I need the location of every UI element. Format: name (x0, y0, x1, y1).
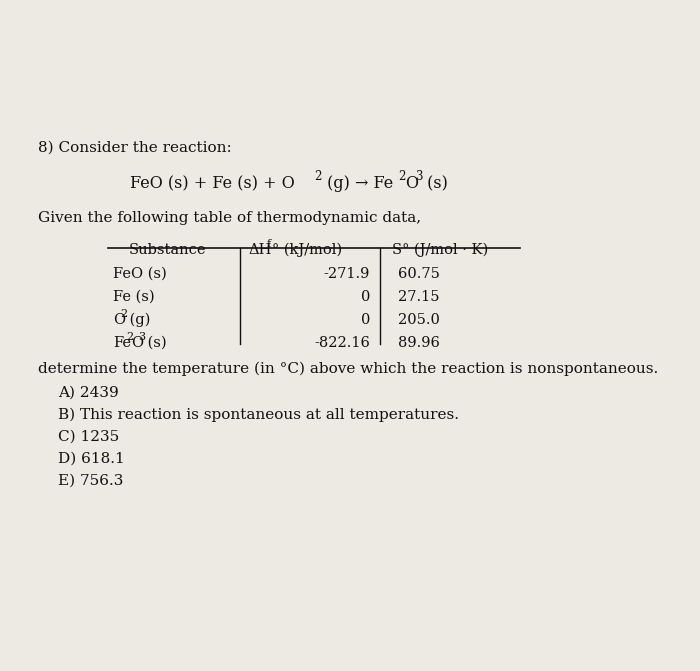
Text: (s): (s) (422, 175, 448, 192)
Text: 8) Consider the reaction:: 8) Consider the reaction: (38, 141, 232, 155)
Text: f: f (267, 239, 271, 249)
Text: Fe: Fe (113, 336, 131, 350)
Text: ° (kJ/mol): ° (kJ/mol) (272, 243, 342, 258)
Text: C) 1235: C) 1235 (58, 430, 119, 444)
Text: O: O (132, 336, 144, 350)
Text: -271.9: -271.9 (323, 267, 370, 281)
Text: 2: 2 (314, 170, 321, 183)
Text: 0: 0 (360, 313, 370, 327)
Text: 27.15: 27.15 (398, 290, 440, 304)
Text: 2: 2 (127, 332, 134, 342)
Text: E) 756.3: E) 756.3 (58, 474, 123, 488)
Text: (s): (s) (144, 336, 167, 350)
Text: FeO (s): FeO (s) (113, 267, 167, 281)
Text: 0: 0 (360, 290, 370, 304)
Text: A) 2439: A) 2439 (58, 386, 119, 400)
Text: 205.0: 205.0 (398, 313, 440, 327)
Text: 3: 3 (415, 170, 423, 183)
Text: (g): (g) (125, 313, 150, 327)
Text: FeO (s) + Fe (s) + O: FeO (s) + Fe (s) + O (130, 175, 295, 192)
Text: 2: 2 (120, 309, 127, 319)
Text: 2: 2 (398, 170, 405, 183)
Text: O: O (405, 175, 418, 192)
Text: 89.96: 89.96 (398, 336, 440, 350)
Text: (g) → Fe: (g) → Fe (322, 175, 393, 192)
Text: 3: 3 (139, 332, 146, 342)
Text: Fe (s): Fe (s) (113, 290, 155, 304)
Text: 60.75: 60.75 (398, 267, 440, 281)
Text: D) 618.1: D) 618.1 (58, 452, 125, 466)
Text: ΔH: ΔH (248, 243, 272, 257)
Text: determine the temperature (in °C) above which the reaction is nonspontaneous.: determine the temperature (in °C) above … (38, 362, 658, 376)
Text: Substance: Substance (130, 243, 206, 257)
Text: B) This reaction is spontaneous at all temperatures.: B) This reaction is spontaneous at all t… (58, 408, 459, 422)
Text: -822.16: -822.16 (314, 336, 370, 350)
Text: O: O (113, 313, 125, 327)
Text: Given the following table of thermodynamic data,: Given the following table of thermodynam… (38, 211, 421, 225)
Text: S° (J/mol · K): S° (J/mol · K) (392, 243, 489, 258)
